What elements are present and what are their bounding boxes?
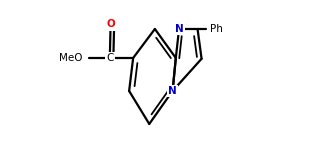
Text: N: N — [175, 24, 183, 34]
Text: C: C — [106, 53, 114, 63]
Text: Ph: Ph — [210, 24, 223, 34]
Text: N: N — [168, 86, 177, 96]
Text: O: O — [106, 19, 115, 29]
Text: MeO: MeO — [59, 53, 82, 63]
